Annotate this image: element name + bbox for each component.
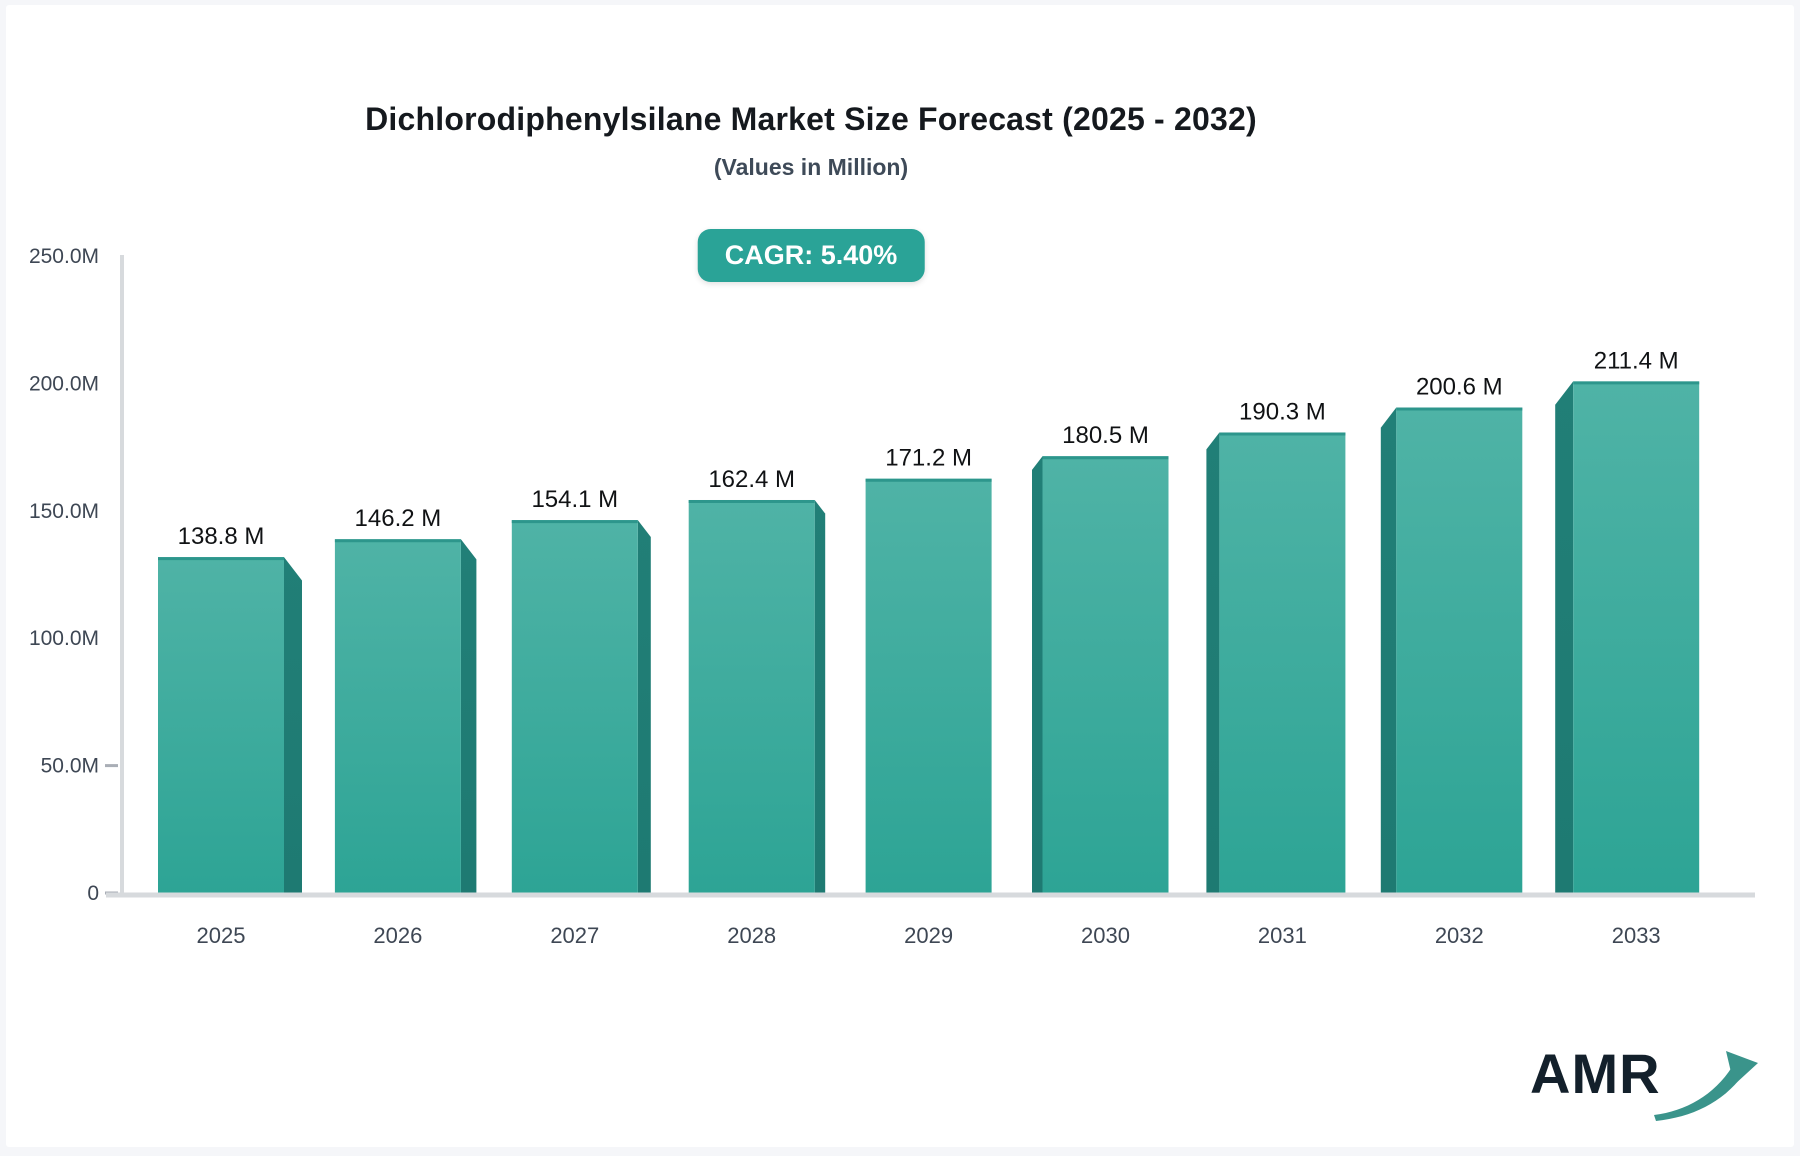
cagr-badge: CAGR: 5.40% <box>697 229 925 282</box>
bar-side-face <box>814 499 826 893</box>
y-tick-label: 150.0M <box>29 500 99 523</box>
x-tick-label: 2027 <box>550 923 599 948</box>
bar <box>334 539 461 893</box>
x-tick-label: 2031 <box>1258 923 1307 948</box>
bar <box>865 478 992 893</box>
bar-value-label: 154.1 M <box>531 486 618 513</box>
chart-svg: 250.0M 200.0M 150.0M 100.0M 50.0M 0 138.8 M 202… <box>29 245 1755 948</box>
bar <box>1042 456 1169 893</box>
bar-group <box>865 478 992 893</box>
bar-group <box>1206 432 1346 893</box>
bar-value-label: 211.4 M <box>1594 347 1679 374</box>
bar-value-label: 200.6 M <box>1416 374 1503 401</box>
bar <box>1573 381 1700 893</box>
bar-value-label: 180.5 M <box>1062 422 1149 449</box>
bar-side-face <box>1206 432 1220 893</box>
x-tick-label: 2025 <box>197 923 246 948</box>
bar-side-face <box>284 557 302 893</box>
bar-side-face <box>1032 456 1043 893</box>
bar-group <box>1555 381 1700 893</box>
bar <box>511 520 638 893</box>
bar <box>688 499 815 893</box>
bar-value-label: 138.8 M <box>178 523 265 550</box>
bar-side-face <box>460 539 477 893</box>
bar-side-face <box>637 520 651 893</box>
y-tick-label: 100.0M <box>29 627 99 650</box>
bar-value-label: 171.2 M <box>885 445 972 472</box>
amr-logo-text: AMR <box>1530 1042 1661 1105</box>
x-tick-label: 2026 <box>373 923 422 948</box>
y-tick-label: 0 <box>87 882 99 905</box>
bar-value-label: 146.2 M <box>355 505 442 532</box>
bar <box>1219 432 1346 893</box>
bar-group <box>158 557 302 893</box>
chart-title: Dichlorodiphenylsilane Market Size Forec… <box>365 101 1257 137</box>
bar-group <box>1032 456 1169 893</box>
x-tick-label: 2032 <box>1435 923 1484 948</box>
amr-logo-arrow-icon <box>1654 1051 1758 1121</box>
bar-chart: 250.0M 200.0M 150.0M 100.0M 50.0M 0 138.8 M 202… <box>6 235 1800 965</box>
bar-group <box>511 520 651 893</box>
bar-group <box>1380 407 1523 893</box>
x-tick-label: 2030 <box>1081 923 1130 948</box>
bar-side-face <box>1380 407 1397 893</box>
bar-group <box>688 499 826 893</box>
x-tick-label: 2033 <box>1612 923 1661 948</box>
bar-value-label: 190.3 M <box>1239 398 1326 425</box>
chart-subtitle: (Values in Million) <box>713 154 909 180</box>
x-tick-label: 2029 <box>904 923 953 948</box>
bar-value-label: 162.4 M <box>708 466 795 493</box>
chart-card: Dichlorodiphenylsilane Market Size Forec… <box>6 5 1794 1147</box>
bar <box>158 557 284 893</box>
bar-group <box>334 539 477 893</box>
x-tick-label: 2028 <box>727 923 776 948</box>
y-tick-label: 200.0M <box>29 372 99 395</box>
bar-side-face <box>1555 381 1574 893</box>
y-tick-label: 50.0M <box>41 755 99 778</box>
bar <box>1396 407 1523 893</box>
amr-logo: AMR <box>1530 1033 1760 1133</box>
y-tick-label: 250.0M <box>29 245 99 268</box>
